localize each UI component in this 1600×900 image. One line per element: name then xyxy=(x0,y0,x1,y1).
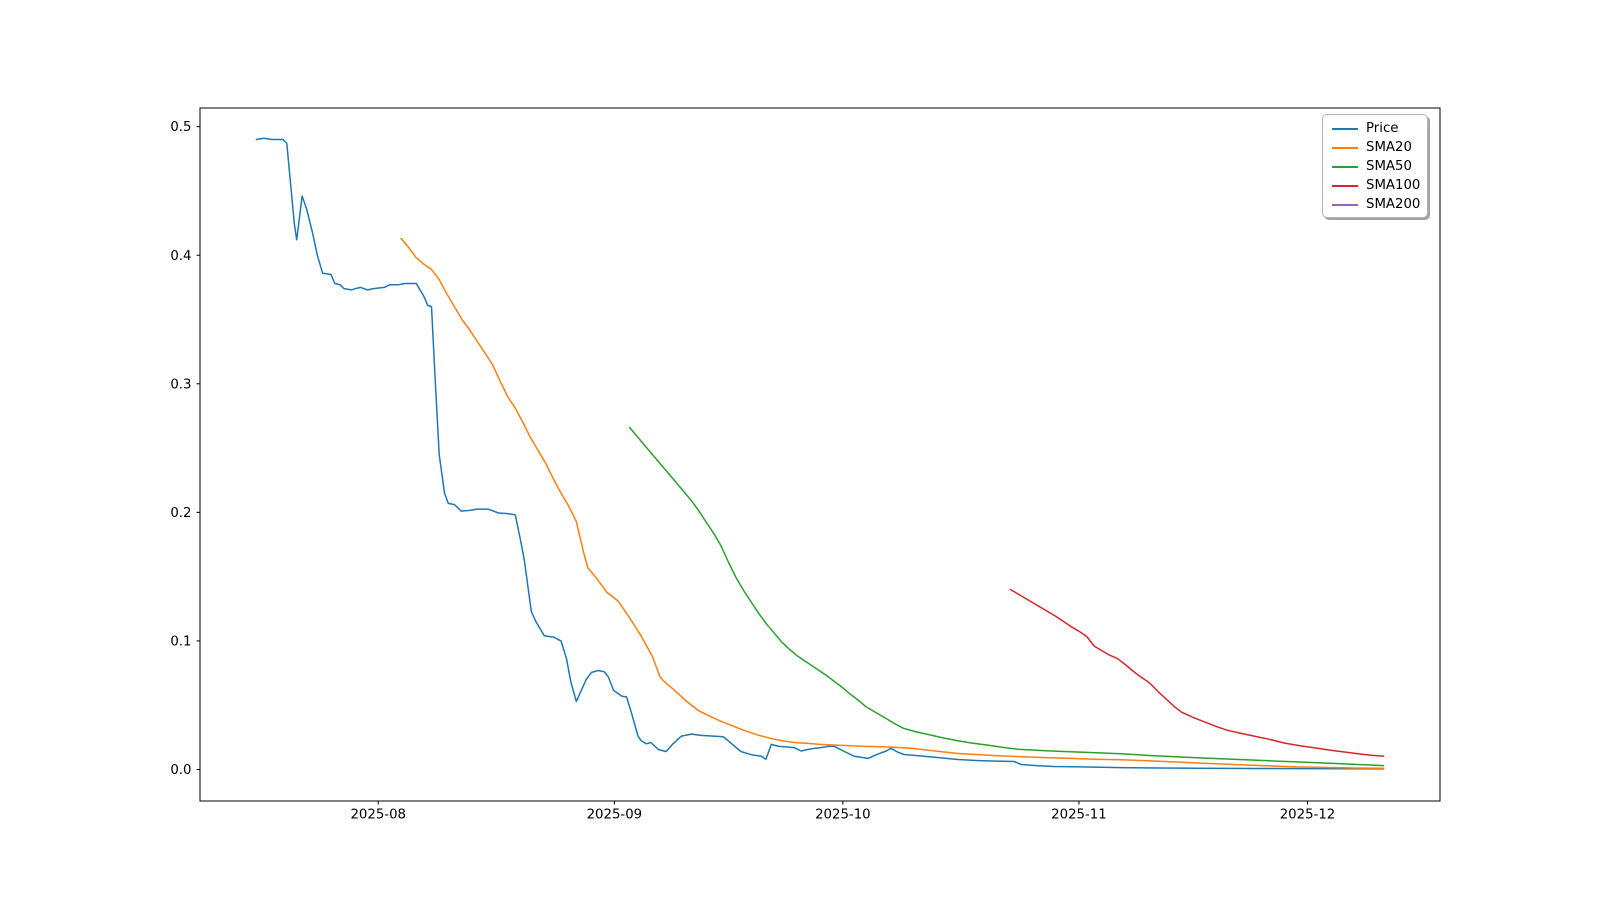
axes-spines xyxy=(199,107,1441,802)
legend-item-price: Price xyxy=(1332,119,1421,138)
legend: Price SMA20 SMA50 SMA100 SMA200 xyxy=(1322,114,1428,218)
y-tick-label: 0.1 xyxy=(170,635,191,650)
legend-label-price: Price xyxy=(1366,121,1399,136)
legend-item-sma50: SMA50 xyxy=(1332,157,1421,176)
x-tick-label: 2025-10 xyxy=(815,808,871,823)
x-tick-label: 2025-11 xyxy=(1051,808,1107,823)
legend-item-sma20: SMA20 xyxy=(1332,138,1421,157)
series-line-sma100 xyxy=(1009,588,1385,757)
legend-line-sample-sma50 xyxy=(1332,165,1358,168)
y-tick-label: 0.0 xyxy=(170,763,191,778)
legend-item-sma200: SMA200 xyxy=(1332,195,1421,214)
legend-line-sample-price xyxy=(1332,127,1358,130)
series-line-price xyxy=(255,137,1385,770)
legend-label-sma100: SMA100 xyxy=(1366,178,1421,193)
series-line-sma20 xyxy=(400,237,1385,769)
x-tick-label: 2025-12 xyxy=(1280,808,1336,823)
legend-label-sma50: SMA50 xyxy=(1366,159,1412,174)
legend-line-sample-sma200 xyxy=(1332,203,1358,206)
legend-item-sma100: SMA100 xyxy=(1332,176,1421,195)
y-tick-label: 0.5 xyxy=(170,120,191,135)
legend-line-sample-sma100 xyxy=(1332,184,1358,187)
legend-label-sma20: SMA20 xyxy=(1366,140,1412,155)
x-tick-label: 2025-09 xyxy=(587,808,643,823)
series-line-sma50 xyxy=(628,426,1385,767)
legend-line-sample-sma20 xyxy=(1332,146,1358,149)
y-tick-label: 0.3 xyxy=(170,377,191,392)
y-tick-label: 0.4 xyxy=(170,249,191,264)
legend-label-sma200: SMA200 xyxy=(1366,197,1421,212)
y-tick-label: 0.2 xyxy=(170,506,191,521)
x-tick-label: 2025-08 xyxy=(350,808,406,823)
